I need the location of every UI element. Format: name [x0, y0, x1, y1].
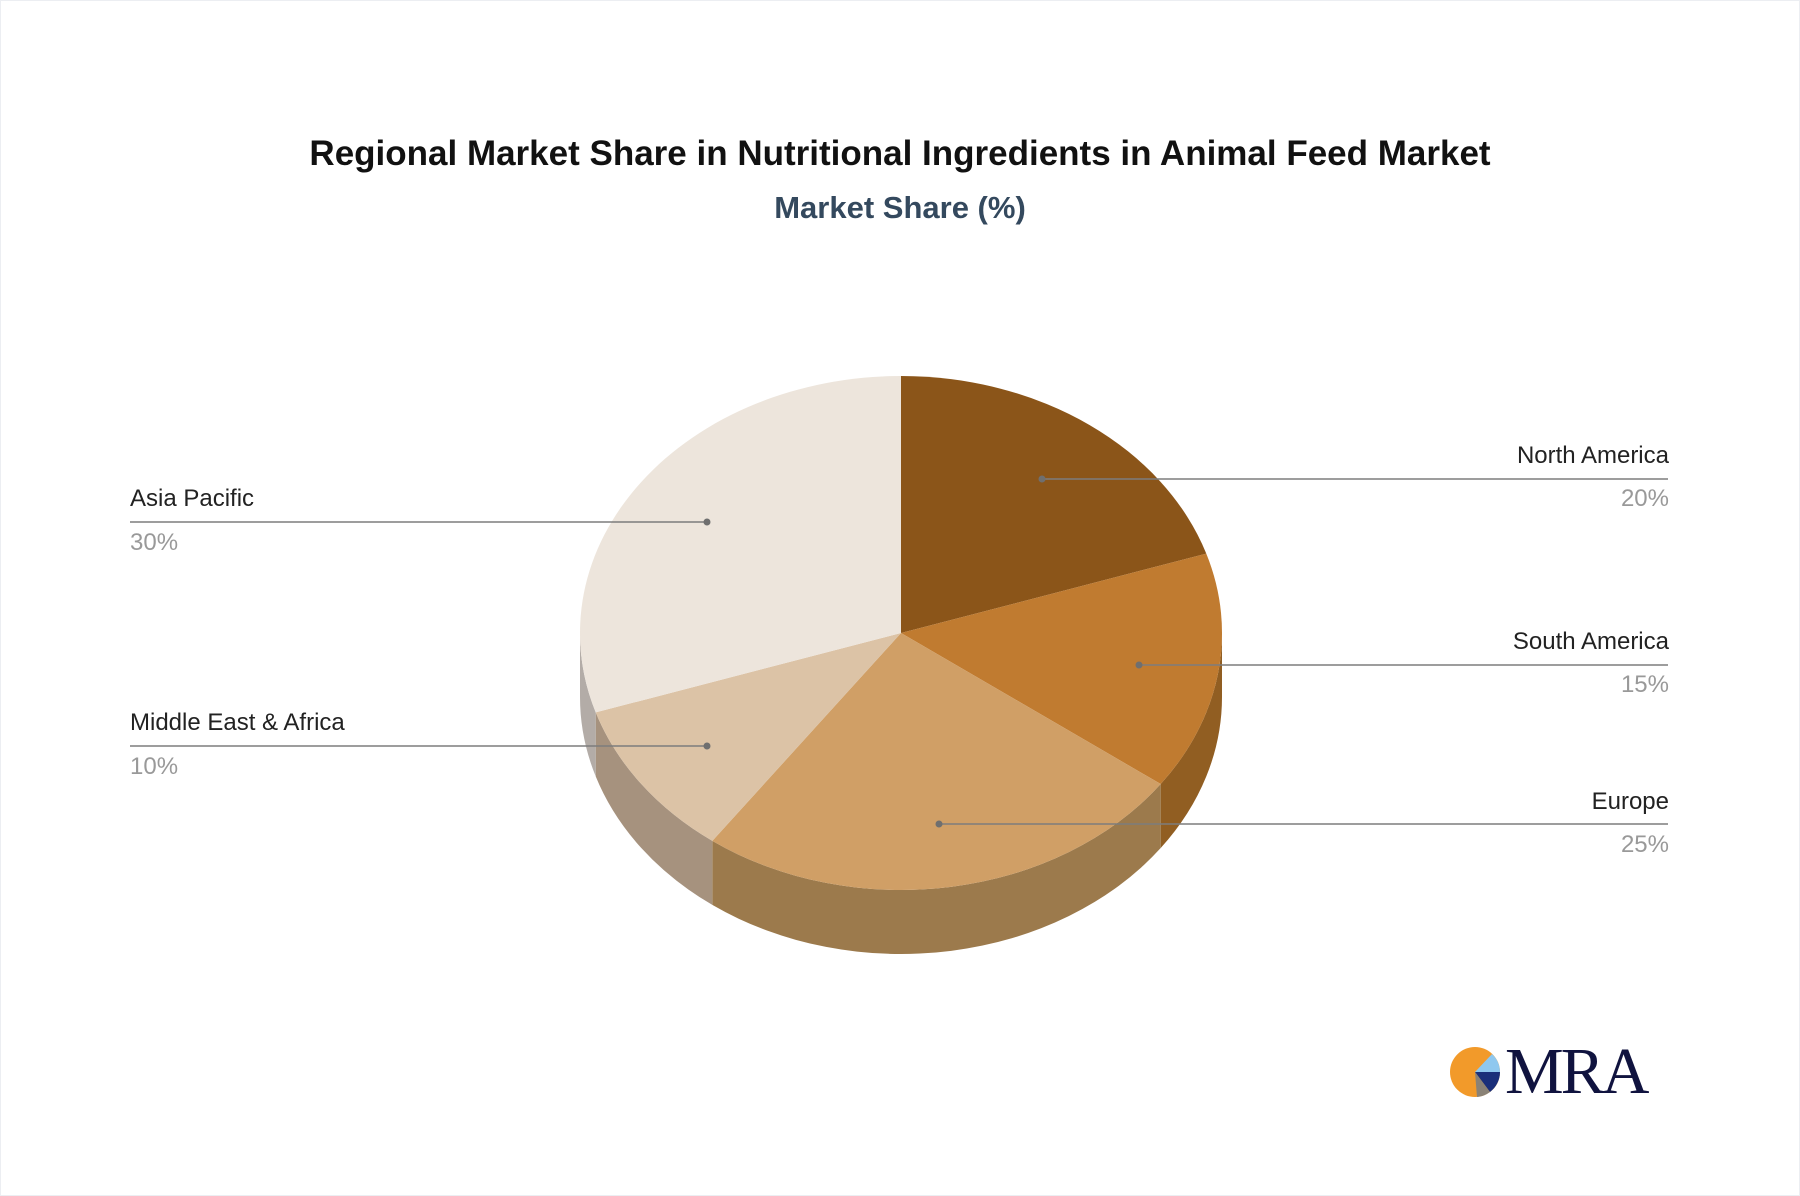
pie-slice-north-america[interactable] — [901, 376, 1207, 633]
pie-side-middle-east-africa — [595, 712, 713, 905]
value-asia-pacific: 30% — [130, 529, 179, 556]
pie-slice-south-america[interactable] — [901, 553, 1222, 785]
value-north-america: 20% — [1620, 485, 1669, 512]
label-south-america: South America — [1512, 628, 1669, 655]
pie-side-europe — [712, 784, 1161, 954]
leader-dot-asia-pacific — [703, 518, 711, 526]
leader-dot-north-america — [1038, 475, 1046, 483]
value-middle-east-africa: 10% — [130, 753, 179, 780]
value-south-america: 15% — [1620, 671, 1669, 698]
chart-title: Regional Market Share in Nutritional Ing… — [309, 134, 1491, 173]
leader-dot-middle-east-africa — [703, 742, 711, 750]
leader-dot-europe — [935, 820, 943, 828]
leader-dot-south-america — [1135, 661, 1143, 669]
chart-subtitle: Market Share (%) — [774, 190, 1026, 225]
pie-side-asia-pacific — [580, 633, 596, 777]
pie-slice-asia-pacific[interactable] — [580, 376, 901, 713]
label-north-america: North America — [1516, 442, 1669, 469]
label-middle-east-africa: Middle East & Africa — [130, 709, 345, 736]
pie-side-south-america — [1160, 633, 1222, 849]
logo-text: MRA — [1505, 1035, 1649, 1108]
pie-slice-middle-east-africa[interactable] — [595, 633, 901, 841]
pie-slice-europe[interactable] — [712, 633, 1161, 890]
value-europe: 25% — [1620, 831, 1669, 858]
mra-logo: MRA — [1447, 1035, 1649, 1108]
label-asia-pacific: Asia Pacific — [130, 485, 255, 512]
label-europe: Europe — [1591, 788, 1669, 815]
logo-pie-icon — [1450, 1047, 1500, 1097]
